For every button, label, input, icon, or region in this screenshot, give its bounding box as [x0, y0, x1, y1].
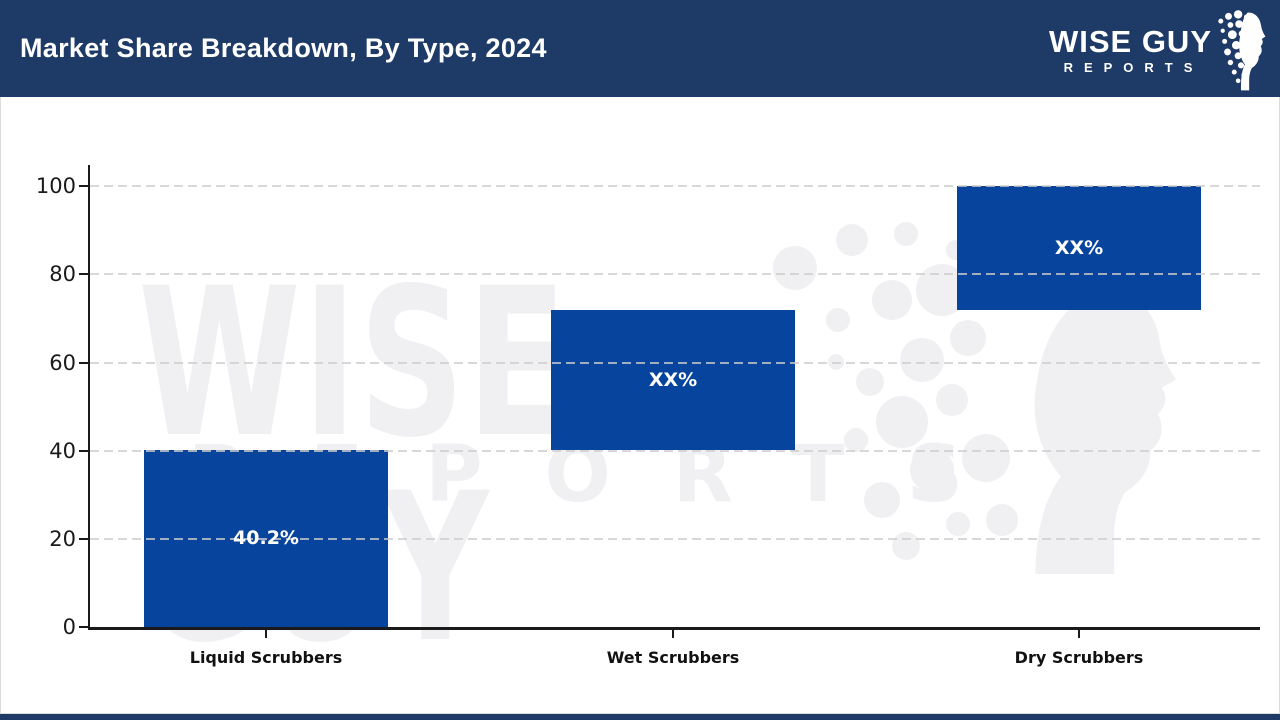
watermark-dot [950, 320, 986, 356]
watermark-dot [864, 482, 900, 518]
bar-value-label: XX% [648, 368, 698, 391]
gridline [90, 449, 1260, 452]
header-bar: Market Share Breakdown, By Type, 2024 WI… [0, 0, 1280, 97]
y-tick-mark [79, 273, 88, 276]
brand-subtitle: REPORTS [1063, 59, 1204, 75]
y-tick-mark [79, 626, 88, 628]
brand-name: WISE GUY [1048, 23, 1212, 59]
watermark-dot [962, 434, 1010, 482]
y-tick-label: 80 [49, 262, 76, 287]
gridline [90, 361, 1260, 364]
watermark-dot [872, 280, 912, 320]
bar-value-label: 40.2% [233, 527, 299, 550]
watermark-dot [892, 532, 920, 560]
watermark-dot [856, 368, 884, 396]
y-tick-mark [79, 361, 88, 364]
watermark-dot [826, 308, 850, 332]
plot-area: 0 20 40 60 80 100 40.2% Liquid Scrubbers XX% Wet … [36, 165, 1260, 667]
brand-face-icon [1218, 10, 1266, 91]
y-tick-label: 60 [49, 350, 76, 375]
x-tick-mark [1078, 630, 1080, 638]
x-tick-mark [672, 630, 674, 638]
watermark-dot [876, 396, 928, 448]
bar-3 [957, 186, 1201, 310]
y-tick-label: 20 [49, 526, 76, 551]
bar-value-label: XX% [1054, 236, 1104, 259]
y-tick-label: 40 [49, 438, 76, 463]
watermark-dot [836, 224, 868, 256]
bar-2 [551, 309, 795, 450]
gridline [90, 273, 1260, 276]
y-tick-mark [79, 537, 88, 540]
watermark-dot [844, 428, 868, 452]
y-tick-label: 0 [62, 615, 76, 639]
x-category-label: Dry Scrubbers [1014, 648, 1144, 667]
watermark-dot [894, 222, 918, 246]
y-tick-label: 100 [35, 174, 76, 199]
y-tick-mark [79, 449, 88, 452]
x-category-label: Liquid Scrubbers [189, 648, 343, 667]
brand-logo: WISE GUY REPORTS [1049, 7, 1266, 93]
x-category-label: Wet Scrubbers [606, 648, 740, 667]
brand-logo-text: WISE GUY REPORTS [1049, 26, 1212, 75]
gridline [90, 537, 1260, 540]
gridline [90, 185, 1260, 188]
watermark-dot [946, 512, 970, 536]
x-tick-mark [265, 630, 267, 638]
watermark-dot [986, 504, 1018, 536]
footer-bar [0, 714, 1280, 720]
watermark-dot [936, 384, 968, 416]
page-title: Market Share Breakdown, By Type, 2024 [20, 33, 547, 63]
y-tick-mark [79, 185, 88, 188]
watermark-dot [773, 246, 817, 290]
watermark-dot [900, 338, 944, 382]
watermark-dot [910, 448, 954, 492]
